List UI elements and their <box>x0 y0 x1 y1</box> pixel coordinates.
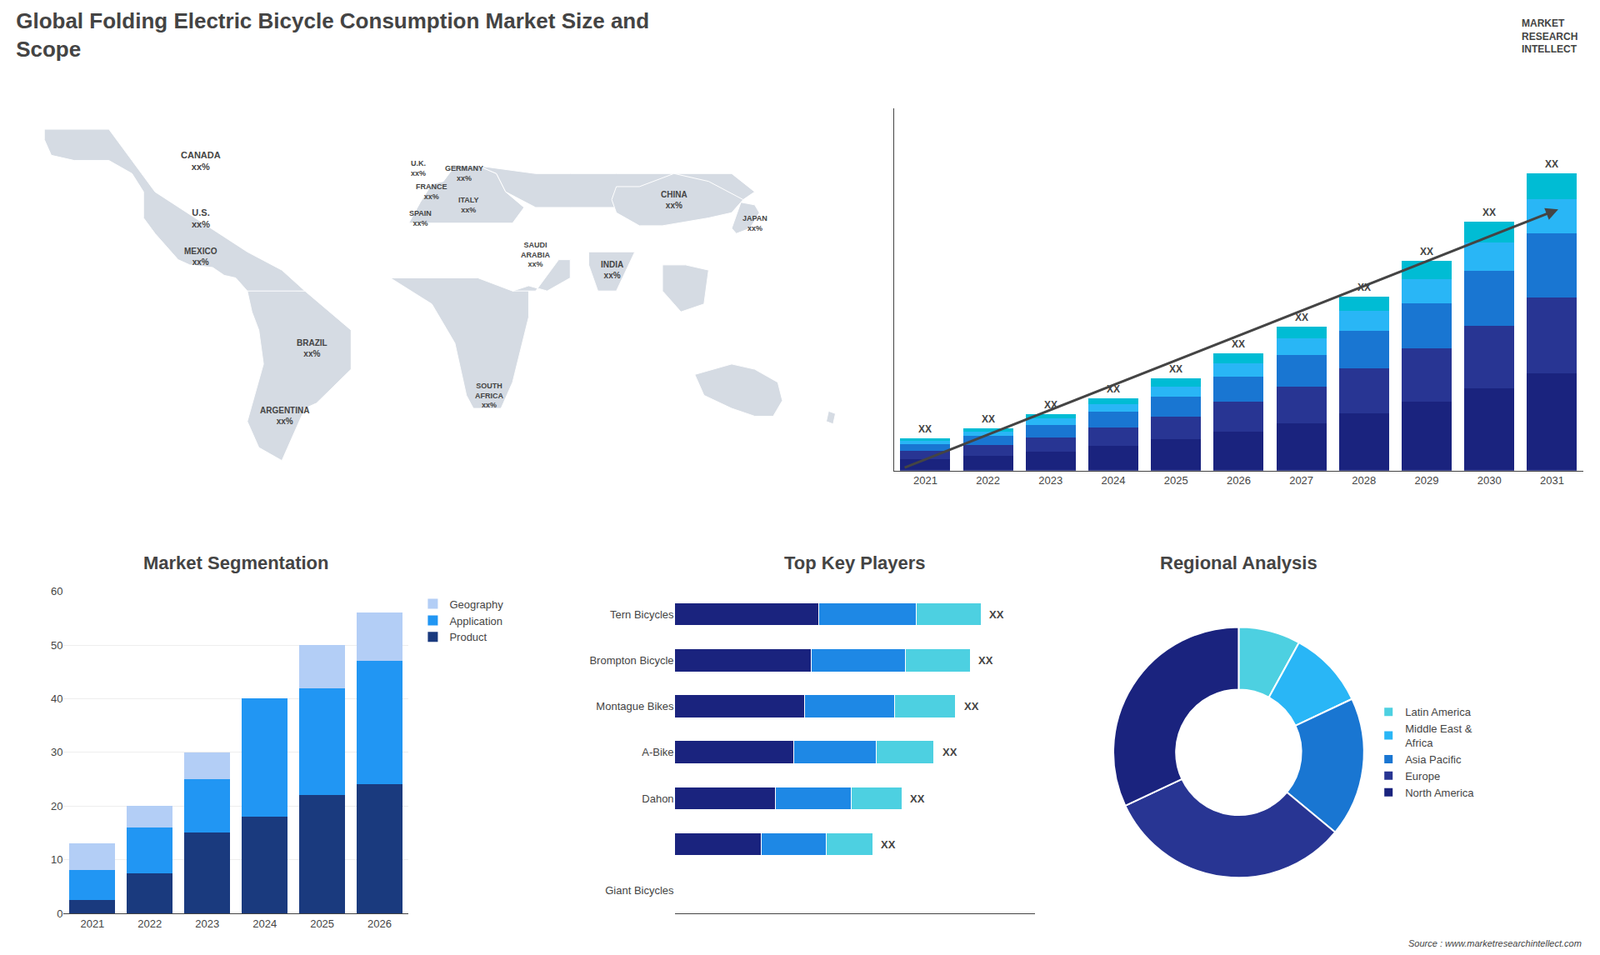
svg-text:Global Folding Electric Bicycl: Global Folding Electric Bicycle Consumpt… <box>15 8 650 62</box>
svg-text:2021: 2021 <box>80 917 105 930</box>
svg-text:Latin America: Latin America <box>1405 705 1472 719</box>
svg-text:Dahon: Dahon <box>641 792 674 805</box>
svg-text:CANADAxx%: CANADAxx% <box>180 150 221 172</box>
svg-text:MEXICOxx%: MEXICOxx% <box>184 246 218 267</box>
svg-text:2022: 2022 <box>975 474 1000 487</box>
svg-text:BRAZILxx%: BRAZILxx% <box>296 338 328 359</box>
svg-text:A-Bike: A-Bike <box>641 745 674 759</box>
svg-text:INDIAxx%: INDIAxx% <box>600 260 624 280</box>
svg-text:2026: 2026 <box>367 917 392 930</box>
svg-text:Asia Pacific: Asia Pacific <box>1405 753 1462 766</box>
svg-text:2025: 2025 <box>310 917 335 930</box>
svg-text:XX: XX <box>1106 383 1120 395</box>
svg-text:ITALYxx%: ITALYxx% <box>458 195 480 215</box>
svg-text:XX: XX <box>1482 206 1496 219</box>
svg-text:2024: 2024 <box>252 917 277 930</box>
svg-text:2026: 2026 <box>1226 474 1251 487</box>
svg-text:JAPANxx%: JAPANxx% <box>742 214 768 233</box>
svg-text:Market Segmentation: Market Segmentation <box>143 552 330 574</box>
svg-text:U.K.xx%: U.K.xx% <box>410 159 426 178</box>
svg-text:2024: 2024 <box>1101 474 1126 487</box>
svg-text:XX: XX <box>964 700 980 713</box>
svg-text:20: 20 <box>50 800 63 813</box>
svg-text:40: 40 <box>50 692 63 705</box>
svg-text:2023: 2023 <box>1038 474 1063 487</box>
svg-text:XX: XX <box>1420 245 1434 258</box>
svg-text:Product: Product <box>449 630 487 644</box>
svg-text:XX: XX <box>1231 338 1245 350</box>
svg-text:Middle East &Africa: Middle East &Africa <box>1405 722 1473 750</box>
svg-text:U.S.xx%: U.S.xx% <box>191 207 210 230</box>
svg-text:XX: XX <box>918 423 932 435</box>
svg-text:2023: 2023 <box>195 917 220 930</box>
svg-text:Top Key Players: Top Key Players <box>784 552 926 574</box>
svg-text:North America: North America <box>1405 786 1475 800</box>
svg-text:XX: XX <box>981 413 995 425</box>
svg-text:Source : www.marketresearchint: Source : www.marketresearchintellect.com <box>1408 938 1582 949</box>
svg-text:2027: 2027 <box>1289 474 1314 487</box>
svg-text:2029: 2029 <box>1415 474 1440 487</box>
svg-text:Giant Bicycles: Giant Bicycles <box>605 884 675 897</box>
svg-text:XX: XX <box>989 608 1005 621</box>
svg-text:Brompton Bicycle: Brompton Bicycle <box>589 654 674 667</box>
svg-text:MARKETRESEARCHINTELLECT: MARKETRESEARCHINTELLECT <box>1521 17 1578 55</box>
svg-text:Geography: Geography <box>449 598 504 611</box>
svg-text:0: 0 <box>56 907 63 920</box>
svg-text:XX: XX <box>880 838 896 851</box>
svg-text:10: 10 <box>50 853 63 866</box>
svg-text:GERMANYxx%: GERMANYxx% <box>445 164 484 183</box>
svg-text:2028: 2028 <box>1351 474 1376 487</box>
svg-text:60: 60 <box>50 585 63 598</box>
svg-text:SPAINxx%: SPAINxx% <box>409 209 432 228</box>
svg-text:SOUTHAFRICAxx%: SOUTHAFRICAxx% <box>475 381 504 410</box>
svg-text:Application: Application <box>449 615 503 628</box>
svg-text:2022: 2022 <box>137 917 162 930</box>
svg-text:XX: XX <box>1295 311 1309 324</box>
svg-text:XX: XX <box>942 745 958 759</box>
svg-text:FRANCExx%: FRANCExx% <box>415 182 448 201</box>
svg-text:2030: 2030 <box>1477 474 1502 487</box>
svg-text:Regional Analysis: Regional Analysis <box>1160 552 1318 574</box>
svg-text:2021: 2021 <box>913 474 938 487</box>
svg-text:Tern Bicycles: Tern Bicycles <box>610 608 675 621</box>
svg-text:ARGENTINAxx%: ARGENTINAxx% <box>260 405 310 426</box>
svg-text:XX: XX <box>1545 158 1559 170</box>
svg-text:Europe: Europe <box>1405 770 1440 783</box>
svg-text:XX: XX <box>978 654 994 667</box>
svg-text:SAUDIARABIAxx%: SAUDIARABIAxx% <box>520 240 550 269</box>
svg-text:XX: XX <box>910 792 925 805</box>
svg-text:2025: 2025 <box>1164 474 1189 487</box>
svg-text:2031: 2031 <box>1540 474 1565 487</box>
svg-text:XX: XX <box>1357 281 1371 294</box>
svg-text:XX: XX <box>1044 399 1058 411</box>
svg-text:30: 30 <box>50 745 63 759</box>
svg-text:CHINAxx%: CHINAxx% <box>660 190 688 210</box>
svg-text:50: 50 <box>50 639 63 652</box>
svg-text:XX: XX <box>1169 363 1183 375</box>
svg-text:Montague Bikes: Montague Bikes <box>595 700 675 713</box>
